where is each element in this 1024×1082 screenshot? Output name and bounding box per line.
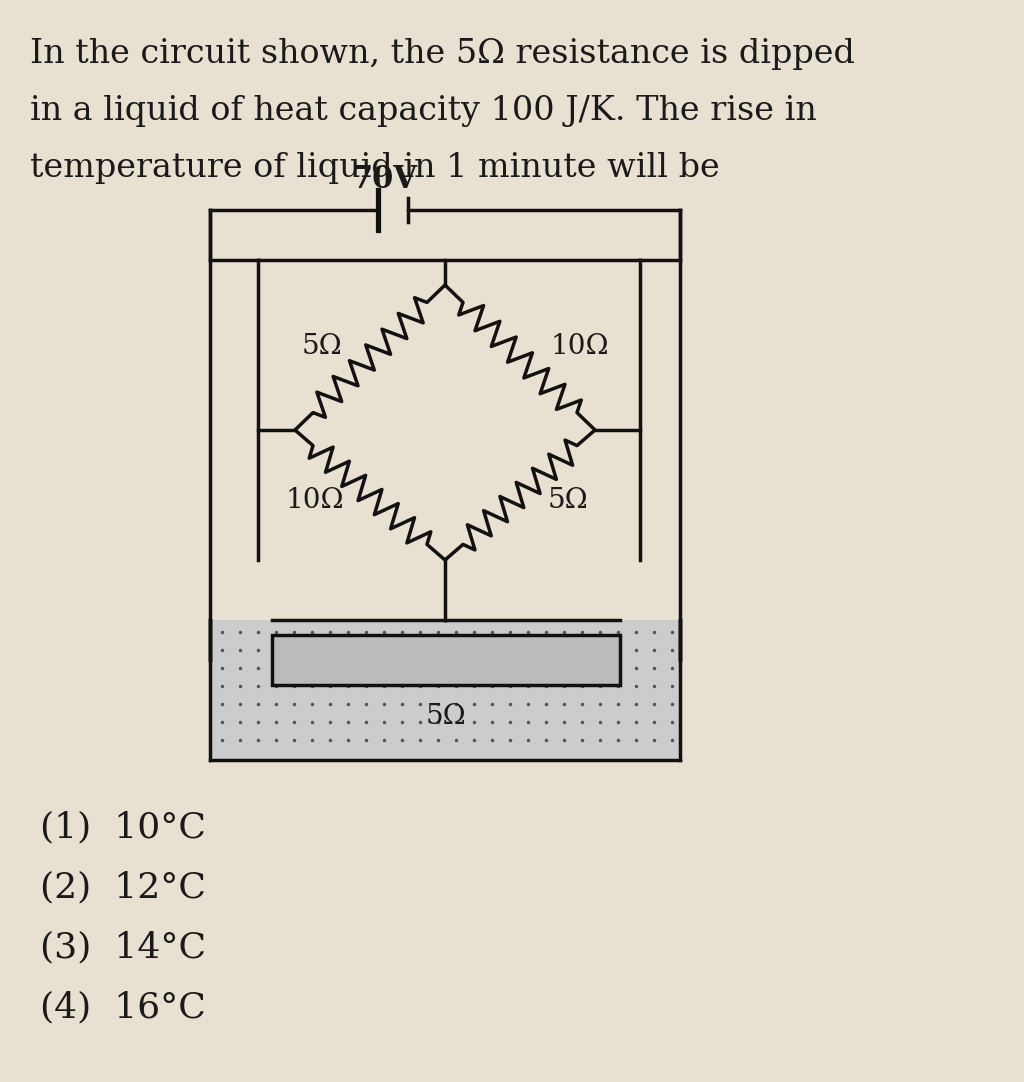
Text: 10Ω: 10Ω [551,333,609,360]
Bar [210,620,680,760]
Text: (1)  10°C: (1) 10°C [40,810,206,844]
Text: 10Ω: 10Ω [286,487,344,514]
Text: temperature of liquid in 1 minute will be: temperature of liquid in 1 minute will b… [30,151,720,184]
Text: (4)  16°C: (4) 16°C [40,990,206,1024]
Text: (3)  14°C: (3) 14°C [40,931,206,964]
Text: 70V: 70V [352,164,418,195]
Text: 5Ω: 5Ω [548,487,589,514]
Text: 5Ω: 5Ω [302,333,342,360]
Text: 5Ω: 5Ω [426,703,466,730]
Text: in a liquid of heat capacity 100 J/K. The rise in: in a liquid of heat capacity 100 J/K. Th… [30,95,817,127]
Text: In the circuit shown, the 5Ω resistance is dipped: In the circuit shown, the 5Ω resistance … [30,38,855,70]
Bar [272,635,620,685]
Text: (2)  12°C: (2) 12°C [40,870,206,903]
